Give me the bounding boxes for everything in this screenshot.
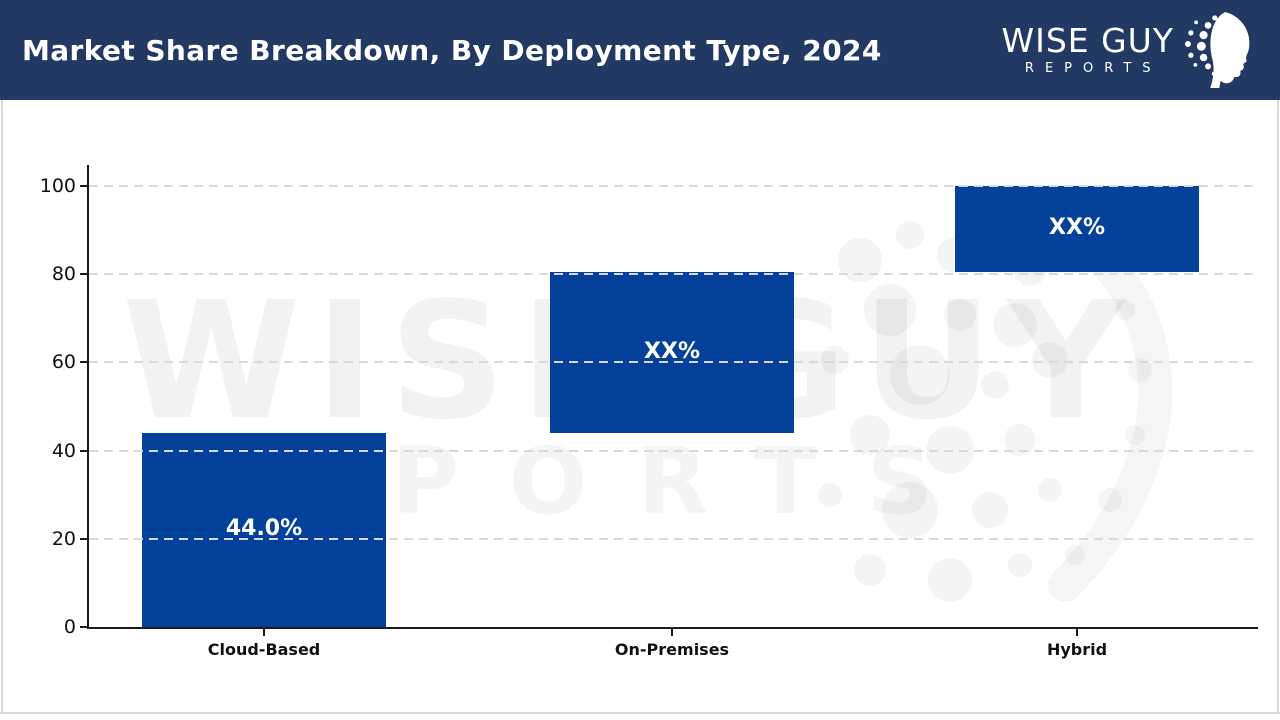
y-tick-label-20: 20 — [51, 528, 76, 550]
logo-text: WISE GUY REPORTS — [1001, 23, 1174, 77]
header-bar: Market Share Breakdown, By Deployment Ty… — [0, 0, 1280, 100]
x-category-label-on-premises: On-Premises — [614, 640, 730, 659]
y-axis-line — [87, 165, 89, 629]
gridline-80 — [89, 273, 1258, 275]
bar-value-label-cloud-based: 44.0% — [225, 516, 303, 541]
gridline-100 — [89, 185, 1258, 187]
y-tick-label-40: 40 — [51, 440, 76, 462]
y-tick-label-100: 100 — [39, 175, 76, 197]
gridline-60 — [89, 361, 1258, 363]
bar-on-premises — [550, 272, 794, 433]
x-tick-on-premises — [671, 629, 673, 636]
chart-title: Market Share Breakdown, By Deployment Ty… — [22, 33, 882, 67]
y-tick-label-60: 60 — [51, 351, 76, 373]
frame-bottom-border — [0, 712, 1280, 714]
logo-face-icon — [1184, 11, 1250, 89]
bar-value-label-on-premises: XX% — [644, 339, 700, 364]
y-tick-100 — [80, 185, 88, 187]
gridline-20 — [89, 538, 1258, 540]
x-axis-line — [87, 627, 1258, 629]
x-category-label-hybrid: Hybrid — [1046, 640, 1108, 659]
wise-guy-reports-logo: WISE GUY REPORTS — [1001, 9, 1258, 91]
bar-value-label-hybrid: XX% — [1049, 215, 1105, 240]
gridline-40 — [89, 450, 1258, 452]
y-tick-0 — [80, 626, 88, 628]
y-tick-label-0: 0 — [63, 616, 76, 638]
logo-wordmark: WISE GUY — [1001, 21, 1174, 60]
x-tick-cloud-based — [263, 629, 265, 636]
x-tick-hybrid — [1076, 629, 1078, 636]
y-tick-20 — [80, 538, 88, 540]
frame-right-border — [1277, 100, 1279, 713]
bar-cloud-based — [142, 433, 386, 627]
y-tick-80 — [80, 273, 88, 275]
x-category-label-cloud-based: Cloud-Based — [207, 640, 321, 659]
y-tick-60 — [80, 361, 88, 363]
y-tick-40 — [80, 450, 88, 452]
y-tick-label-80: 80 — [51, 263, 76, 285]
frame-left-border — [1, 100, 3, 713]
logo-subtitle: REPORTS — [1024, 61, 1162, 76]
bar-hybrid — [955, 186, 1199, 272]
